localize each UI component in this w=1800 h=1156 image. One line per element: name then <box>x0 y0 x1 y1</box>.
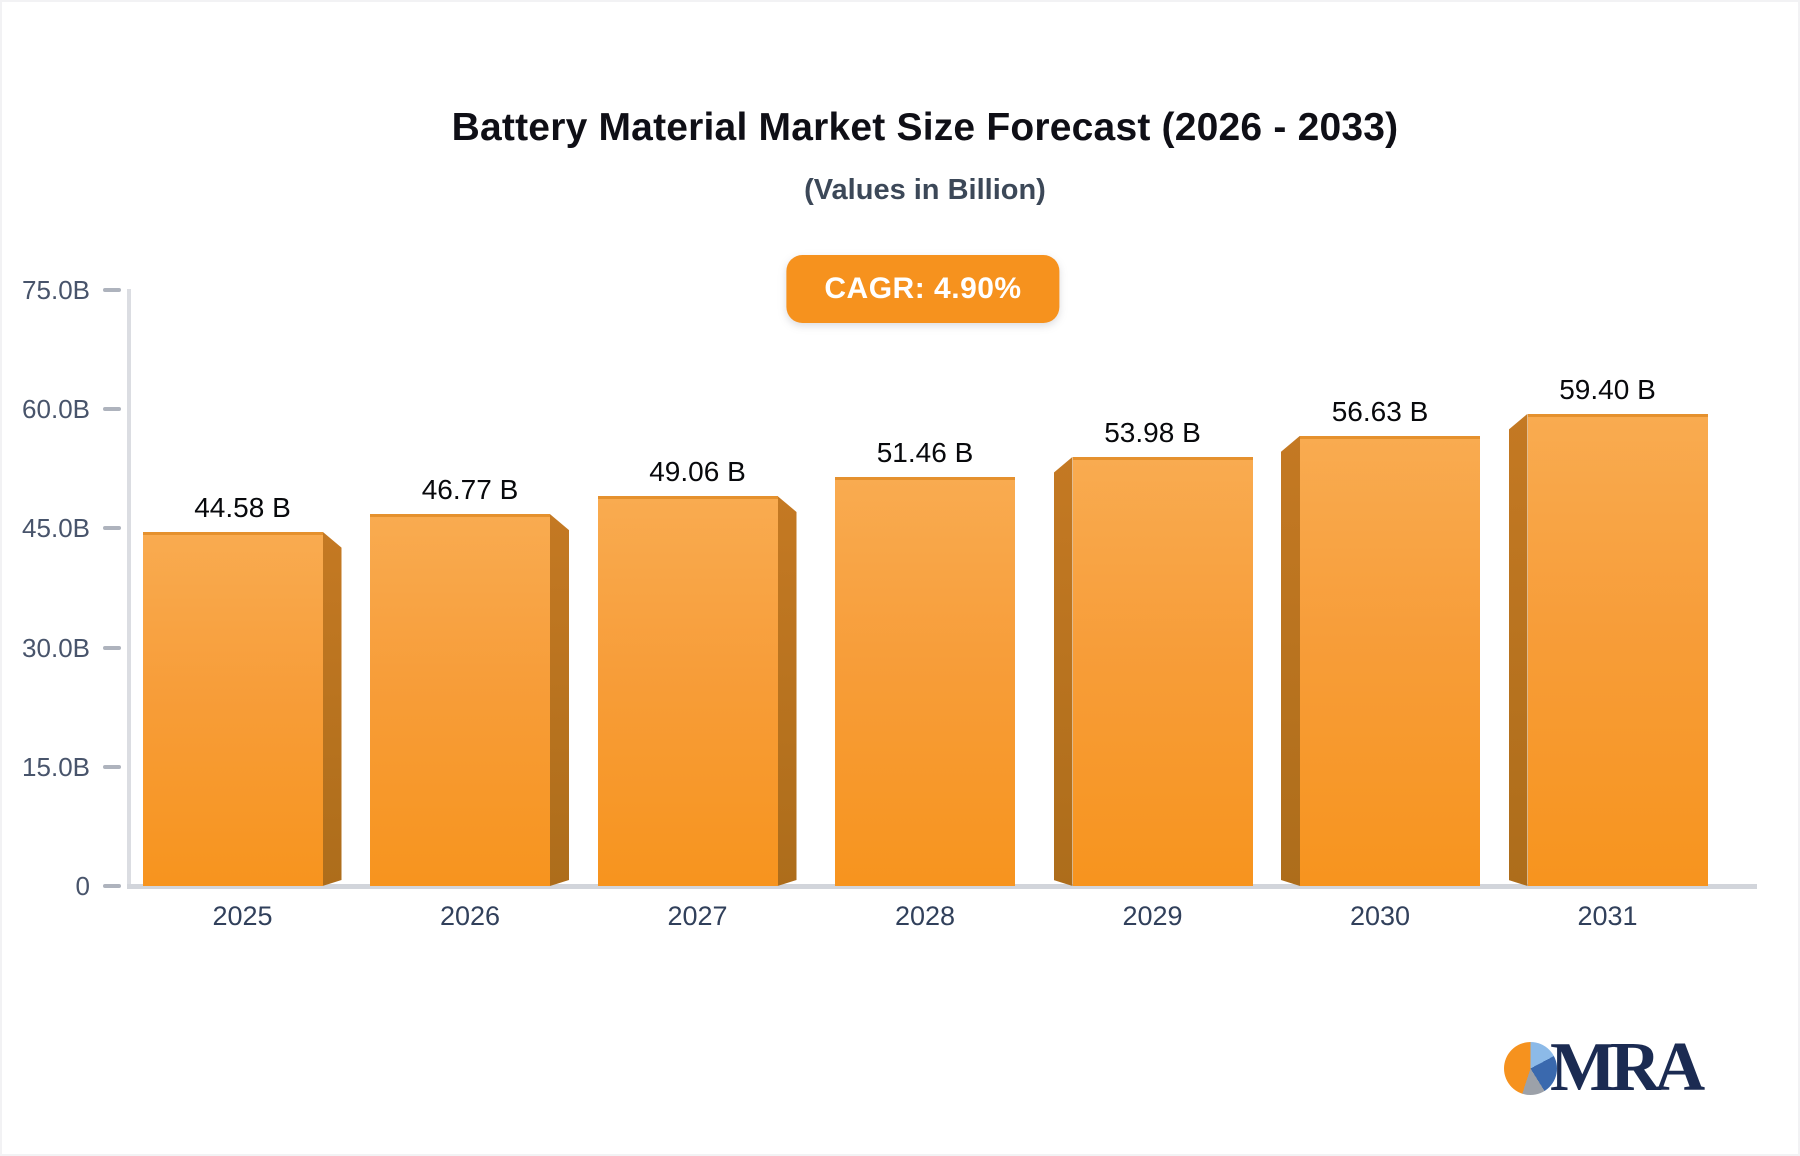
bar-side-2027 <box>778 496 797 886</box>
bar-value-label: 56.63 B <box>1331 395 1429 427</box>
y-tick-label: 45.0B <box>22 513 90 544</box>
bar-side-2031 <box>1509 414 1528 886</box>
bar-value-label: 49.06 B <box>649 455 746 487</box>
y-tick-mark <box>103 645 121 650</box>
bar-2031 <box>1528 413 1708 886</box>
x-tick-label: 2028 <box>894 901 956 931</box>
y-tick-label: 15.0B <box>22 751 90 782</box>
bar-2025 <box>142 531 323 886</box>
bar-value-label: 59.40 B <box>1559 373 1656 405</box>
x-tick-label: 2029 <box>1122 901 1183 931</box>
bar-2029 <box>1073 456 1253 886</box>
y-tick-mark <box>103 407 121 411</box>
bar-2028 <box>835 476 1015 886</box>
logo-text: MRA <box>1550 1029 1705 1106</box>
chart-title: Battery Material Market Size Forecast (2… <box>451 106 1399 149</box>
bar-value-label: 44.58 B <box>194 491 291 523</box>
x-tick-label: 2025 <box>212 901 273 931</box>
x-tick-label: 2027 <box>667 901 728 931</box>
cagr-badge: CAGR: 4.90% <box>786 255 1060 323</box>
logo-pie-icon <box>1504 1042 1557 1095</box>
bar-2030 <box>1300 435 1480 886</box>
bar-side-2025 <box>323 532 342 886</box>
y-axis-line <box>127 289 131 886</box>
bar-side-2029 <box>1054 457 1073 886</box>
x-tick-label: 2030 <box>1349 901 1411 931</box>
bar-2027 <box>597 495 778 886</box>
bar-value-label: 53.98 B <box>1104 416 1201 448</box>
x-tick-label: 2031 <box>1577 901 1638 931</box>
y-tick-label: 75.0B <box>22 274 90 305</box>
y-tick-mark <box>103 884 121 888</box>
x-tick-label: 2026 <box>439 901 501 931</box>
bar-side-2030 <box>1281 436 1300 886</box>
y-tick-label: 0 <box>75 871 90 901</box>
bar-value-label: 51.46 B <box>876 436 974 468</box>
chart-subtitle: (Values in Billion) <box>804 174 1046 206</box>
x-axis-line <box>127 884 1757 889</box>
y-tick-mark <box>103 526 121 531</box>
y-tick-mark <box>103 287 121 292</box>
y-tick-mark <box>103 764 121 769</box>
bar-side-2026 <box>550 514 569 886</box>
bar-value-label: 46.77 B <box>421 474 519 506</box>
brand-logo: MRA <box>1504 1030 1724 1106</box>
y-tick-label: 30.0B <box>22 632 90 663</box>
bar-2026 <box>370 514 550 886</box>
y-tick-label: 60.0B <box>22 394 90 424</box>
